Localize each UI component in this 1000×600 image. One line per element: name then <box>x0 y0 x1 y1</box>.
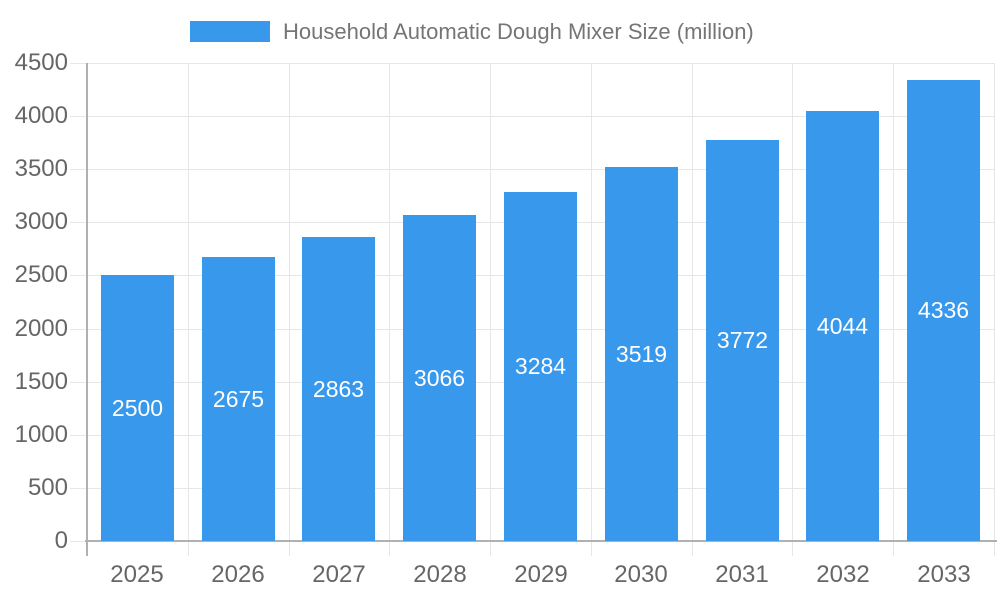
category-gridline <box>893 63 894 556</box>
x-tick-label: 2032 <box>816 561 870 588</box>
category-gridline <box>289 63 290 556</box>
bar: 2675 <box>202 257 275 541</box>
category-gridline <box>490 63 491 556</box>
y-tick-mark <box>70 222 87 223</box>
bar-value-label: 4336 <box>917 297 970 323</box>
category-gridline <box>389 63 390 556</box>
y-tick-mark <box>70 63 87 64</box>
y-tick-mark <box>70 329 87 330</box>
y-tick-mark <box>70 169 87 170</box>
bar-value-label: 3519 <box>615 340 668 367</box>
bar: 4044 <box>806 111 879 541</box>
x-tick-label: 2029 <box>514 561 568 588</box>
bar: 3284 <box>504 192 577 541</box>
y-tick-label: 0 <box>54 527 68 554</box>
legend: Household Automatic Dough Mixer Size (mi… <box>190 18 754 44</box>
y-tick-mark <box>70 116 87 117</box>
legend-swatch <box>190 21 270 42</box>
y-tick-label: 500 <box>27 474 68 501</box>
category-gridline <box>692 63 693 556</box>
x-tick-label: 2025 <box>110 561 164 588</box>
y-tick-label: 1000 <box>14 421 68 448</box>
x-tick-label: 2027 <box>312 561 366 588</box>
y-tick-label: 4000 <box>14 102 68 129</box>
bar-value-label: 2675 <box>212 385 265 412</box>
x-tick-label: 2031 <box>715 561 769 588</box>
bar-value-label: 3772 <box>716 327 769 353</box>
y-tick-mark <box>70 541 87 542</box>
y-tick-label: 4500 <box>14 49 68 76</box>
y-tick-mark <box>70 382 87 383</box>
y-gridline <box>87 63 994 64</box>
y-tick-mark <box>70 275 87 276</box>
x-tick-label: 2030 <box>614 561 668 588</box>
y-tick-label: 3000 <box>14 208 68 235</box>
bar-value-label: 2863 <box>312 375 365 402</box>
y-axis-line <box>86 63 88 556</box>
bar: 2863 <box>302 237 375 541</box>
y-tick-label: 2500 <box>14 261 68 288</box>
category-gridline <box>994 63 995 556</box>
legend-label: Household Automatic Dough Mixer Size (mi… <box>283 18 754 44</box>
y-tick-mark <box>70 435 87 436</box>
bar: 3772 <box>706 140 779 541</box>
x-tick-label: 2026 <box>211 561 265 588</box>
category-gridline <box>792 63 793 556</box>
bar-value-label: 2500 <box>111 394 164 421</box>
y-gridline <box>87 116 994 117</box>
bar-value-label: 3066 <box>413 364 466 391</box>
bar: 2500 <box>101 275 174 541</box>
bar: 4336 <box>907 80 980 541</box>
bar-value-label: 3284 <box>514 353 567 379</box>
y-tick-label: 2000 <box>14 315 68 342</box>
x-tick-label: 2028 <box>413 561 467 588</box>
category-gridline <box>591 63 592 556</box>
bar: 3519 <box>605 167 678 541</box>
category-gridline <box>188 63 189 556</box>
x-tick-label: 2033 <box>917 561 971 588</box>
y-gridline <box>87 169 994 170</box>
y-tick-mark <box>70 488 87 489</box>
x-axis-baseline <box>85 540 997 542</box>
y-tick-label: 1500 <box>14 368 68 395</box>
y-tick-label: 3500 <box>14 155 68 182</box>
bar: 3066 <box>403 215 476 541</box>
bar-value-label: 4044 <box>816 312 869 339</box>
